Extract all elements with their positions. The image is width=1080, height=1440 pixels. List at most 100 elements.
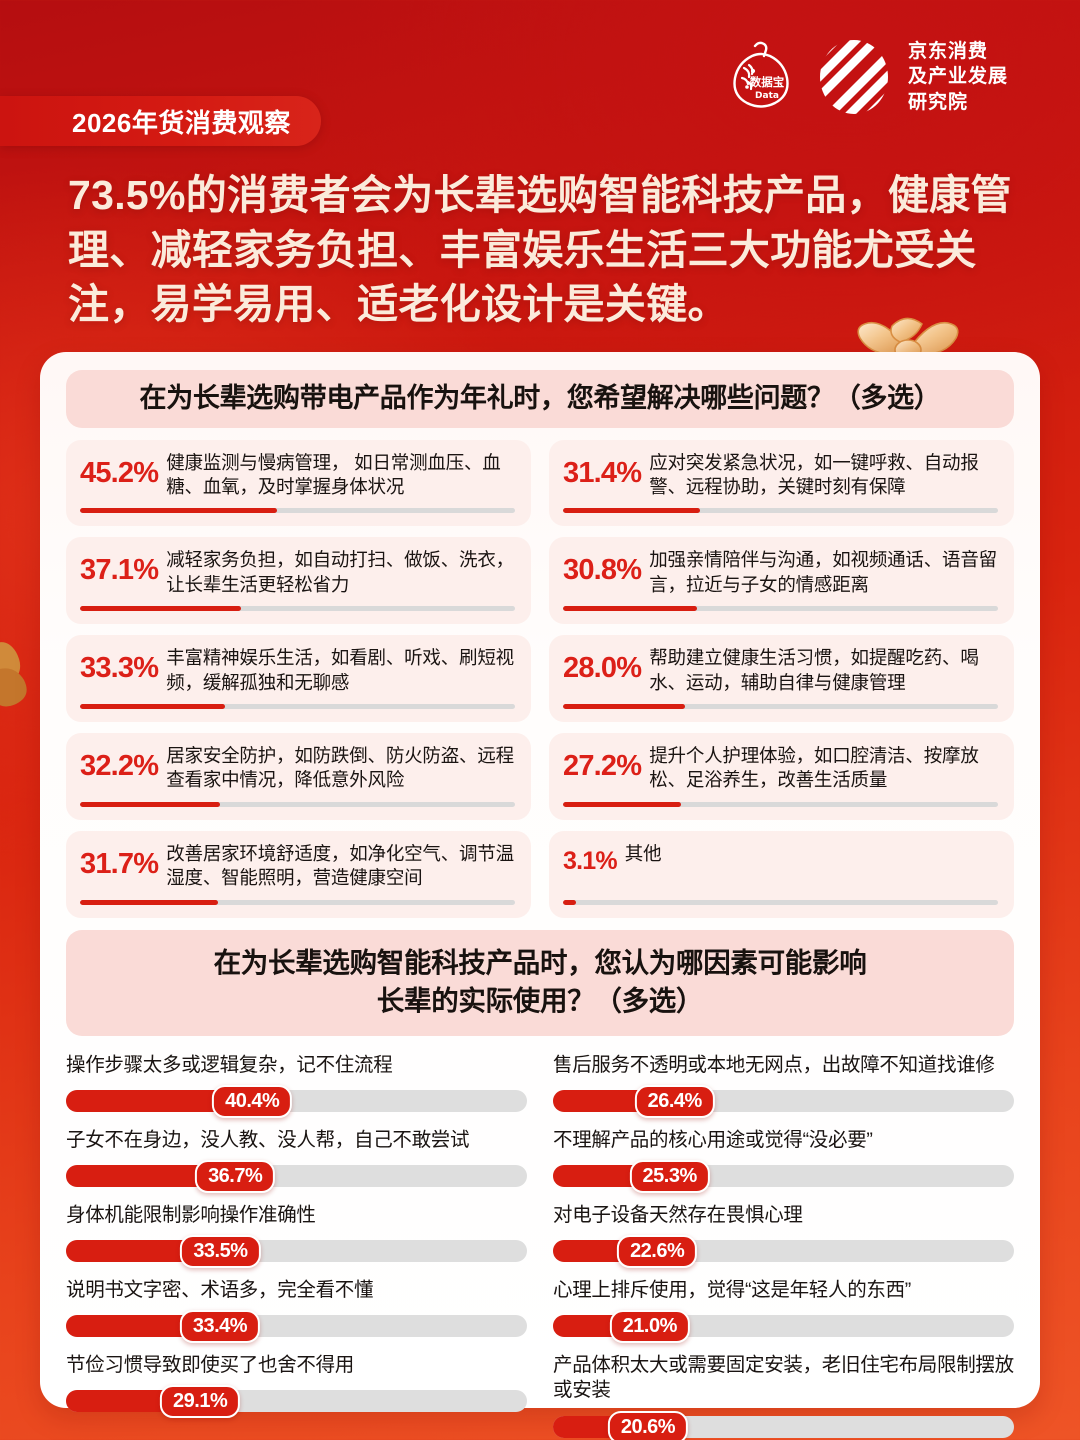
option-percent: 3.1% — [563, 846, 618, 875]
bar-percent-pill: 36.7% — [195, 1159, 276, 1193]
bar-label: 操作步骤太多或逻辑复杂，记不住流程 — [66, 1053, 393, 1076]
bar-item[interactable]: 说明书文字密、术语多，完全看不懂 33.4% — [66, 1275, 527, 1346]
bar-row: 20.6% — [553, 1407, 1014, 1440]
option-progress-fill — [563, 801, 682, 807]
option-label: 丰富精神娱乐生活，如看剧、听戏、刷短视频，缓解孤独和无聊感 — [166, 647, 514, 693]
option-label: 健康监测与慢病管理， 如日常测血压、血糖、血氧，及时掌握身体状况 — [166, 451, 501, 498]
option-progress-track — [80, 801, 515, 807]
bar-item[interactable]: 身体机能限制影响操作准确性 33.5% — [66, 1200, 527, 1271]
option-progress-track — [563, 704, 998, 710]
bar-row: 40.4% — [66, 1081, 527, 1121]
option-progress-fill — [80, 801, 221, 807]
bar-label: 对电子设备天然存在畏惧心理 — [553, 1203, 803, 1226]
bar-label: 节俭习惯导致即使买了也舍不得用 — [66, 1353, 355, 1376]
bar-item[interactable]: 操作步骤太多或逻辑复杂，记不住流程 40.4% — [66, 1050, 527, 1121]
bar-row: 21.0% — [553, 1306, 1014, 1346]
option-progress-fill — [80, 508, 277, 514]
bar-label: 子女不在身边，没人教、没人帮，自己不敢尝试 — [66, 1128, 470, 1151]
bar-percent-pill: 33.4% — [179, 1309, 261, 1343]
option-card[interactable]: 37.1% 减轻家务负担，如自动打扫、做饭、洗衣，让长辈生活更轻松省力 — [66, 537, 531, 625]
option-progress-track — [563, 801, 998, 807]
option-percent: 31.4% — [563, 456, 642, 489]
option-progress-track — [563, 508, 998, 514]
option-card[interactable]: 31.7% 改善居家环境舒适度，如净化空气、调节温湿度、智能照明，营造健康空间 — [66, 830, 531, 918]
option-card[interactable]: 27.2% 提升个人护理体验，如口腔清洁、按摩放松、足浴养生，改善生活质量 — [549, 733, 1014, 820]
option-label: 改善居家环境舒适度，如净化空气、调节温湿度、智能照明，营造健康空间 — [166, 842, 514, 889]
question-2-bar-grid: 操作步骤太多或逻辑复杂，记不住流程 40.4% 售后服务不透明或本地无网点，出故… — [66, 1050, 1014, 1440]
bar-row: 22.6% — [553, 1231, 1014, 1271]
option-card[interactable]: 31.4% 应对突发紧急状况，如一键呼救、自动报警、远程协助，关键时刻有保障 — [549, 439, 1014, 527]
question-2-header: 在为长辈选购智能科技产品时，您认为哪因素可能影响 长辈的实际使用？（多选） — [66, 929, 1014, 1036]
option-progress-fill — [80, 899, 218, 905]
option-card[interactable]: 45.2% 健康监测与慢病管理， 如日常测血压、血糖、血氧，及时掌握身体状况 — [66, 439, 531, 527]
bar-percent-pill: 22.6% — [617, 1234, 698, 1268]
bar-label: 售后服务不透明或本地无网点，出故障不知道找谁修 — [553, 1053, 995, 1076]
option-progress-track — [80, 508, 515, 514]
option-label: 减轻家务负担，如自动打扫、做饭、洗衣，让长辈生活更轻松省力 — [166, 549, 514, 595]
left-gold-ornament-icon — [0, 630, 46, 716]
bar-item[interactable]: 节俭习惯导致即使买了也舍不得用 29.1% — [66, 1350, 527, 1440]
bar-percent-pill: 20.6% — [607, 1410, 689, 1440]
bar-row: 25.3% — [553, 1156, 1014, 1196]
institute-name: 京东消费 及产业发展 研究院 — [908, 39, 1008, 115]
option-label: 提升个人护理体验，如口腔清洁、按摩放松、足浴养生，改善生活质量 — [649, 745, 979, 791]
bar-item[interactable]: 不理解产品的核心用途或觉得“没必要” 25.3% — [553, 1125, 1014, 1196]
bar-fill — [66, 1089, 253, 1112]
question-1-option-grid: 45.2% 健康监测与慢病管理， 如日常测血压、血糖、血氧，及时掌握身体状况 3… — [66, 439, 1014, 918]
bar-label: 心理上排斥使用，觉得“这是年轻人的东西” — [553, 1278, 911, 1301]
bar-row: 26.4% — [553, 1081, 1014, 1121]
option-card[interactable]: 32.2% 居家安全防护，如防跌倒、防火防盗、远程查看家中情况，降低意外风险 — [66, 733, 531, 820]
content-card: 在为长辈选购带电产品作为年礼时，您希望解决哪些问题？（多选） 45.2% 健康监… — [40, 352, 1040, 1440]
bar-row: 33.5% — [66, 1231, 527, 1271]
bar-label: 产品体积太大或需要固定安装，老旧住宅布局限制摆放或安装 — [553, 1353, 1014, 1401]
bar-label: 身体机能限制影响操作准确性 — [66, 1203, 316, 1226]
bar-item[interactable]: 对电子设备天然存在畏惧心理 22.6% — [553, 1200, 1014, 1271]
bar-percent-pill: 25.3% — [629, 1159, 710, 1193]
headline-text: 73.5%的消费者会为长辈选购智能科技产品，健康管理、减轻家务负担、丰富娱乐生活… — [68, 172, 1012, 328]
option-label: 加强亲情陪伴与沟通，如视频通话、语音留言，拉近与子女的情感距离 — [649, 549, 997, 595]
bar-fill — [66, 1164, 236, 1187]
option-card[interactable]: 28.0% 帮助建立健康生活习惯，如提醒吃药、喝水、运动，辅助自律与健康管理 — [549, 635, 1014, 723]
question-2-header-line1: 在为长辈选购智能科技产品时，您认为哪因素可能影响 — [213, 946, 867, 978]
bar-label: 说明书文字密、术语多，完全看不懂 — [66, 1278, 374, 1301]
question-1-header: 在为长辈选购带电产品作为年礼时，您希望解决哪些问题？（多选） — [66, 370, 1014, 428]
jd-hatch-logo-icon — [818, 38, 890, 116]
campaign-badge: 2026年货消费观察 — [0, 96, 321, 146]
bar-item[interactable]: 心理上排斥使用，觉得“这是年轻人的东西” 21.0% — [553, 1275, 1014, 1346]
bar-percent-pill: 33.5% — [180, 1234, 261, 1268]
option-percent: 33.3% — [80, 652, 159, 685]
option-progress-fill — [80, 606, 242, 612]
option-percent: 31.7% — [80, 847, 159, 880]
option-label: 其他 — [624, 842, 662, 864]
bar-row: 29.1% — [66, 1381, 527, 1421]
option-label: 帮助建立健康生活习惯，如提醒吃药、喝水、运动，辅助自律与健康管理 — [649, 647, 979, 693]
option-label: 应对突发紧急状况，如一键呼救、自动报警、远程协助，关键时刻有保障 — [649, 451, 979, 498]
option-progress-fill — [563, 606, 697, 612]
bar-percent-pill: 40.4% — [212, 1084, 293, 1118]
option-progress-track — [80, 704, 515, 710]
option-label: 居家安全防护，如防跌倒、防火防盗、远程查看家中情况，降低意外风险 — [166, 745, 514, 791]
option-percent: 30.8% — [563, 554, 642, 587]
bar-item[interactable]: 子女不在身边，没人教、没人帮，自己不敢尝试 36.7% — [66, 1125, 527, 1196]
svg-text:Data: Data — [755, 91, 779, 101]
option-percent: 28.0% — [563, 652, 642, 685]
campaign-badge-label: 2026年货消费观察 — [72, 107, 291, 138]
option-progress-fill — [80, 704, 225, 710]
option-percent: 32.2% — [80, 750, 159, 783]
bar-row: 36.7% — [66, 1156, 527, 1196]
option-card[interactable]: 3.1% 其他 — [549, 830, 1014, 918]
institute-name-line3: 研究院 — [907, 91, 968, 113]
institute-name-line1: 京东消费 — [907, 40, 988, 62]
question-2-header-line2: 长辈的实际使用？（多选） — [376, 984, 704, 1016]
bar-item[interactable]: 售后服务不透明或本地无网点，出故障不知道找谁修 26.4% — [553, 1050, 1014, 1121]
institute-name-line2: 及产业发展 — [907, 66, 1008, 88]
data-bag-logo-icon: 数据宝 Data — [722, 38, 800, 116]
bar-item[interactable]: 产品体积太大或需要固定安装，老旧住宅布局限制摆放或安装 20.6% — [553, 1350, 1014, 1440]
option-card[interactable]: 30.8% 加强亲情陪伴与沟通，如视频通话、语音留言，拉近与子女的情感距离 — [549, 537, 1014, 625]
option-progress-track — [80, 606, 515, 612]
option-progress-track — [563, 606, 998, 612]
option-progress-track — [80, 899, 515, 905]
bar-label: 不理解产品的核心用途或觉得“没必要” — [553, 1128, 873, 1151]
option-card[interactable]: 33.3% 丰富精神娱乐生活，如看剧、听戏、刷短视频，缓解孤独和无聊感 — [66, 635, 531, 723]
svg-text:数据宝: 数据宝 — [750, 75, 785, 89]
